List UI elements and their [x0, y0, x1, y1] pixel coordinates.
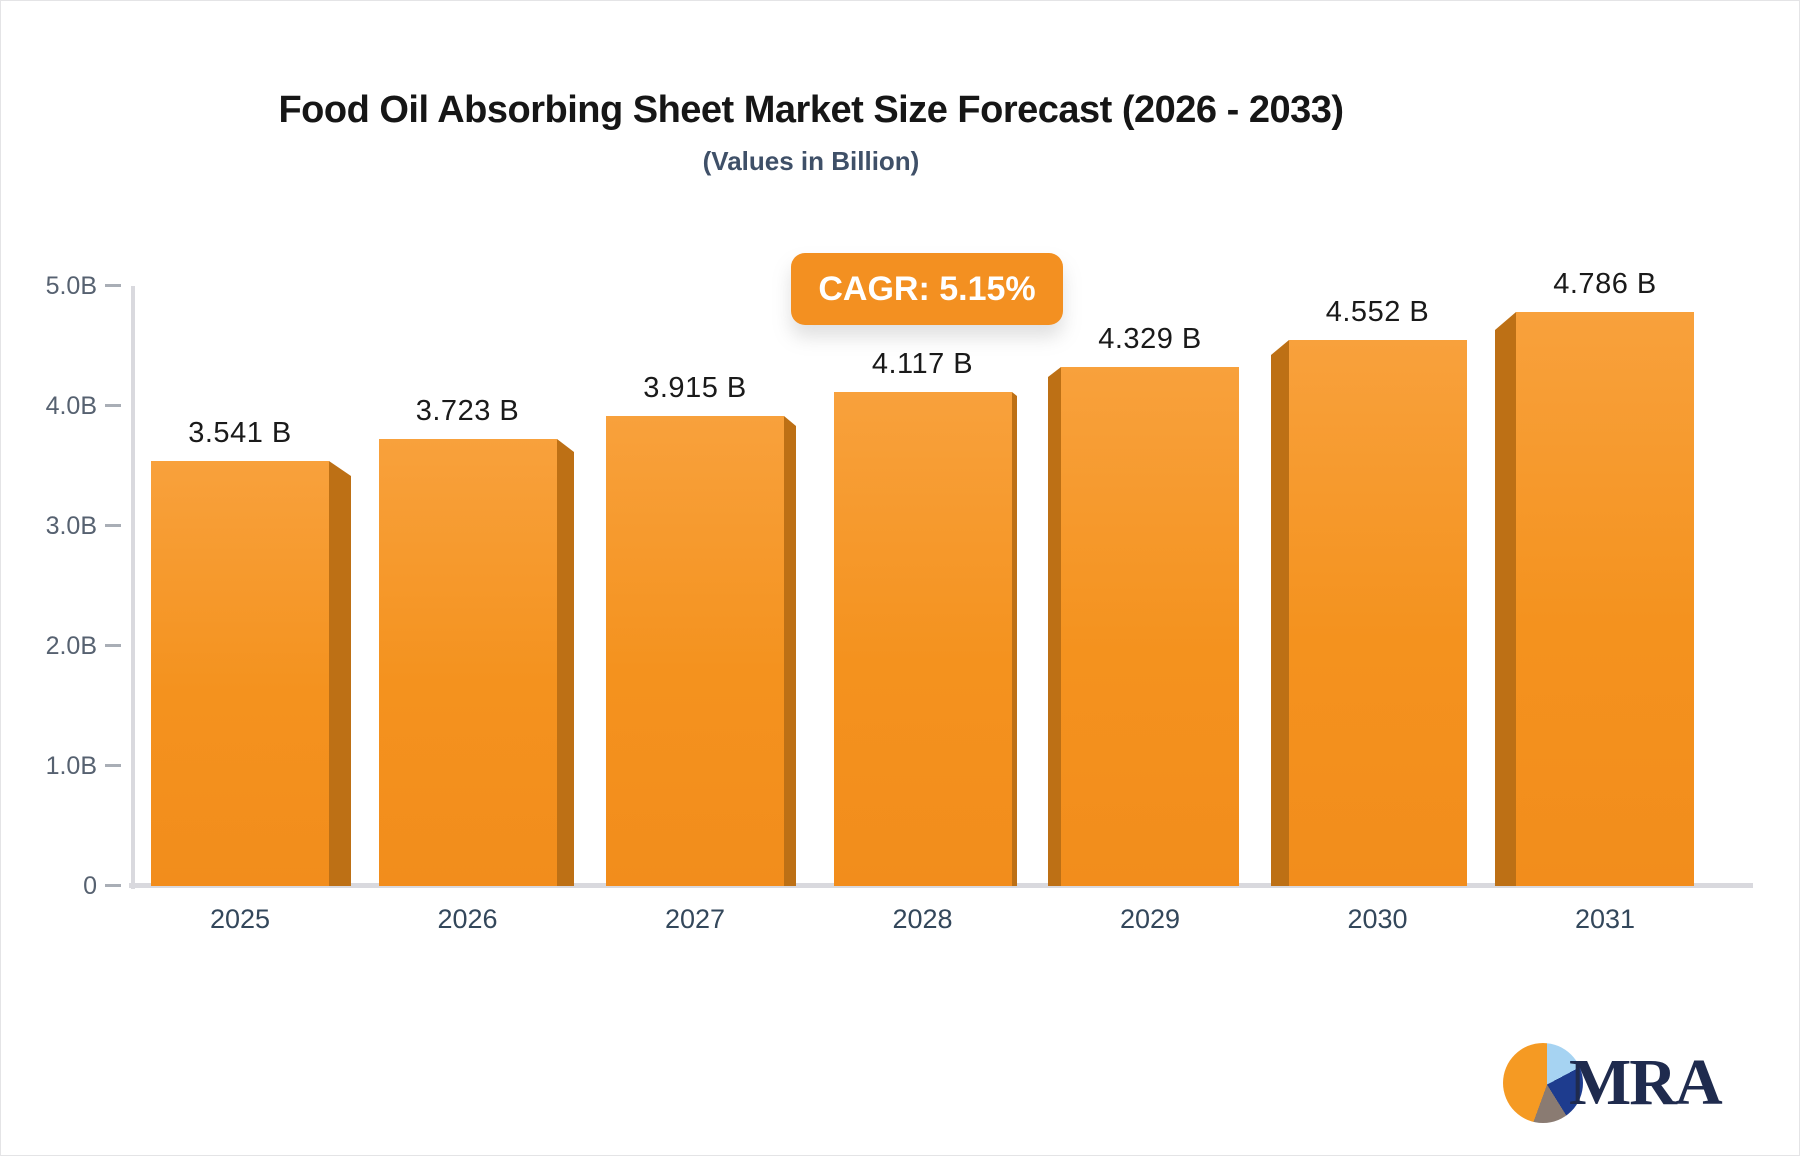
- cagr-badge: CAGR: 5.15%: [791, 253, 1063, 325]
- y-tick-mark: [105, 284, 121, 287]
- x-category-label: 2029: [1119, 904, 1181, 934]
- y-tick-mark: [105, 764, 121, 767]
- x-category-label: 2031: [1574, 904, 1636, 934]
- bar-2030: [1289, 340, 1467, 886]
- bar-2028: [834, 392, 1012, 886]
- x-category-label: 2025: [209, 904, 271, 934]
- y-tick-label: 4.0B: [45, 392, 97, 420]
- bar-side: [1048, 367, 1061, 886]
- bar-2026: [379, 439, 557, 886]
- bar-side: [557, 439, 574, 886]
- y-tick-label: 2.0B: [45, 632, 97, 660]
- y-tick-mark: [105, 404, 121, 407]
- bar-side: [329, 461, 351, 886]
- x-category-label: 2028: [892, 904, 953, 934]
- bar-side: [1012, 392, 1017, 886]
- bar-value-label: 3.723 B: [415, 395, 520, 427]
- y-axis-line: [131, 286, 135, 889]
- brand-logo-text: MRA: [1569, 1046, 1723, 1119]
- bar-value-label: 3.915 B: [643, 372, 747, 404]
- y-tick-mark: [105, 644, 121, 647]
- y-tick-label: 3.0B: [45, 512, 97, 540]
- y-tick-mark: [105, 884, 121, 887]
- bar-2031: [1516, 312, 1694, 886]
- brand-logo: MRA: [1503, 1041, 1723, 1125]
- x-category-label: 2030: [1347, 904, 1408, 934]
- y-tick-label: 1.0B: [45, 752, 97, 780]
- bar-side: [784, 416, 796, 886]
- y-tick-mark: [105, 524, 121, 527]
- bar-value-label: 4.117 B: [871, 348, 974, 380]
- bar-value-label: 3.541 B: [188, 417, 292, 449]
- chart-title: Food Oil Absorbing Sheet Market Size For…: [278, 89, 1344, 131]
- chart-header: Food Oil Absorbing Sheet Market Size For…: [1, 89, 1621, 177]
- bar-2025: [151, 461, 329, 886]
- x-category-label: 2026: [437, 904, 498, 934]
- bar-side: [1271, 340, 1289, 886]
- bar-2029: [1061, 367, 1239, 886]
- bar-side: [1495, 312, 1516, 886]
- bar-value-label: 4.329 B: [1098, 323, 1202, 355]
- y-tick-label: 5.0B: [45, 272, 97, 300]
- bar-value-label: 4.786 B: [1553, 268, 1657, 300]
- bar-2027: [606, 416, 784, 886]
- y-tick-label: 0: [83, 872, 97, 900]
- bar-value-label: 4.552 B: [1325, 296, 1430, 328]
- x-category-label: 2027: [664, 904, 726, 934]
- pie-chart-logo-icon: [1503, 1043, 1583, 1123]
- chart-subtitle: (Values in Billion): [702, 146, 920, 176]
